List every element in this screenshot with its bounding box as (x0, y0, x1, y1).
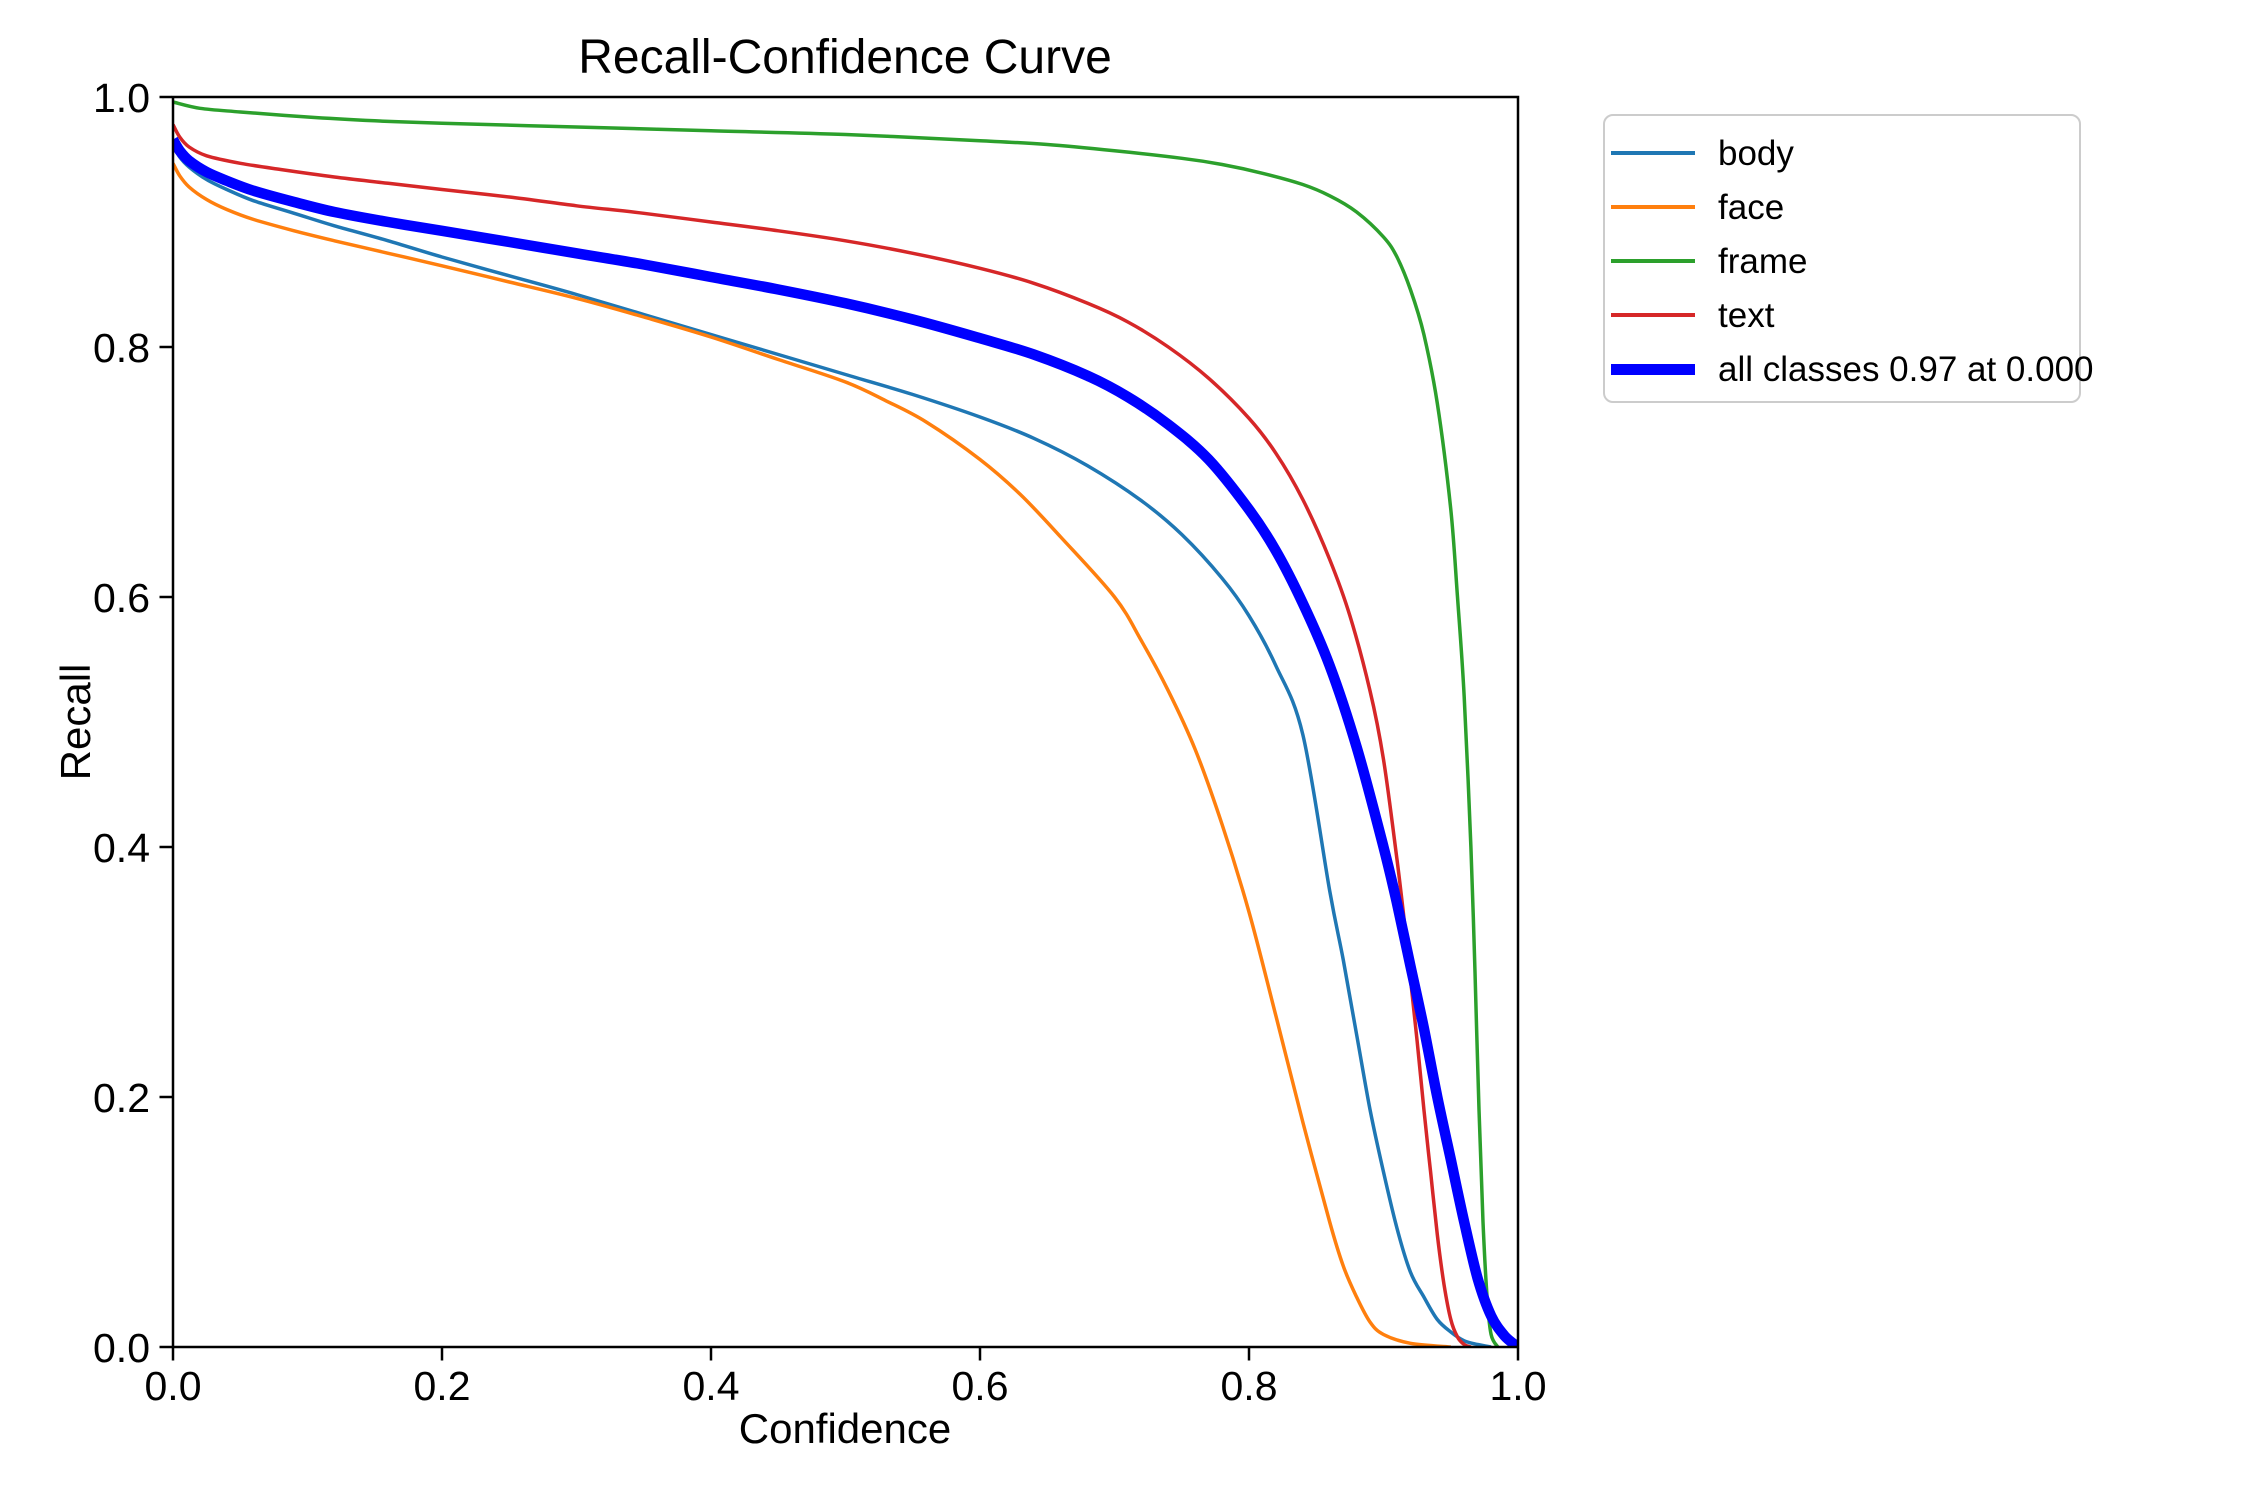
y-tick-label: 0.2 (93, 1075, 150, 1121)
x-tick-label: 0.0 (145, 1363, 202, 1409)
legend-label-body: body (1718, 133, 1794, 173)
y-tick-label: 0.6 (93, 575, 150, 621)
legend-label-frame: frame (1718, 241, 1808, 281)
y-tick-label: 0.4 (93, 825, 150, 871)
legend-label-text: text (1718, 295, 1775, 335)
y-tick-label: 0.0 (93, 1325, 150, 1371)
legend-row-body: body (1611, 126, 2079, 180)
legend-line-text (1611, 313, 1695, 317)
x-tick-label: 0.4 (683, 1363, 740, 1409)
legend-label-face: face (1718, 187, 1785, 227)
legend-line-all-classes (1611, 363, 1695, 375)
legend: body face frame text all classes 0.97 at… (1603, 114, 2094, 403)
curve-text (172, 123, 1472, 1348)
y-axis-label: Recall (52, 663, 99, 781)
tick-labels: 0.0 0.2 0.4 0.6 0.8 1.0 0.0 0.2 0.4 0.6 0.8 1.0 (93, 75, 1547, 1409)
y-tick-label: 1.0 (93, 75, 150, 121)
x-axis-label: Confidence (738, 1405, 952, 1452)
tick-marks (159, 95, 1520, 1361)
legend-label-all-classes: all classes 0.97 at 0.000 (1718, 349, 2094, 389)
curve-all-classes (172, 136, 1519, 1348)
y-tick-label: 0.8 (93, 325, 150, 371)
legend-row-all-classes: all classes 0.97 at 0.000 (1611, 342, 2094, 396)
axes-frame (171, 95, 1520, 1349)
x-tick-label: 0.8 (1221, 1363, 1278, 1409)
chart-title: Recall-Confidence Curve (578, 31, 1112, 84)
x-tick-label: 1.0 (1490, 1363, 1547, 1409)
curve-frame (172, 100, 1500, 1348)
x-tick-label: 0.2 (414, 1363, 471, 1409)
curve-face (172, 162, 1451, 1348)
legend-line-face (1611, 205, 1695, 209)
legend-row-face: face (1611, 180, 2079, 234)
x-tick-label: 0.6 (952, 1363, 1009, 1409)
legend-line-body (1611, 151, 1695, 155)
legend-row-frame: frame (1611, 234, 2079, 288)
legend-line-frame (1611, 259, 1695, 263)
legend-row-text: text (1611, 288, 2079, 342)
curve-body (172, 143, 1492, 1348)
curves-group (172, 100, 1519, 1348)
